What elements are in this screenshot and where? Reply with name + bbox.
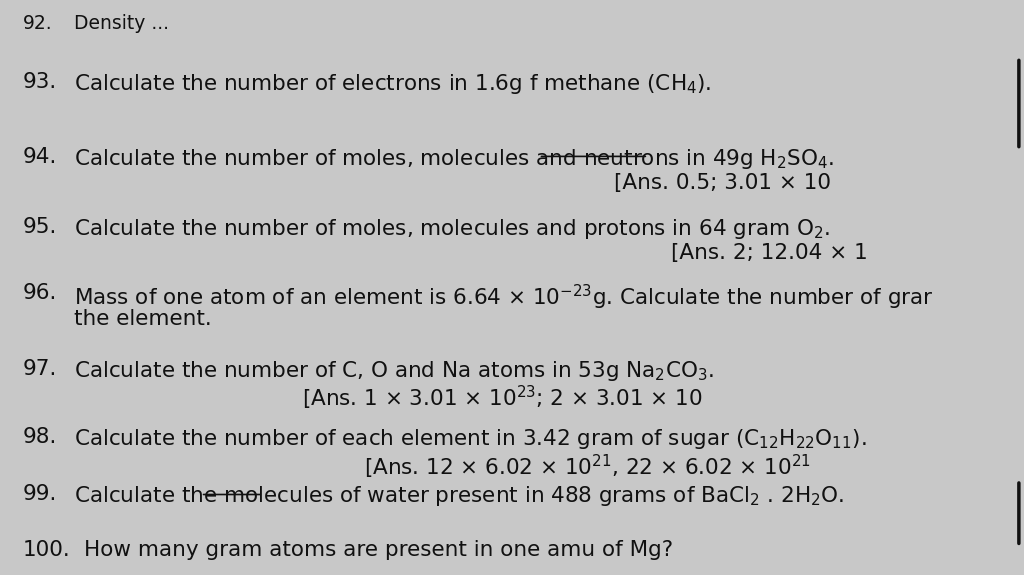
Text: Mass of one atom of an element is 6.64 × 10$^{-23}$g. Calculate the number of gr: Mass of one atom of an element is 6.64 ×… — [74, 283, 933, 312]
Text: 99.: 99. — [23, 484, 57, 504]
Text: 97.: 97. — [23, 359, 57, 380]
Text: 95.: 95. — [23, 217, 57, 237]
Text: [Ans. 2; 12.04 × 1: [Ans. 2; 12.04 × 1 — [671, 243, 867, 263]
Text: the element.: the element. — [74, 309, 212, 329]
Text: Calculate the number of moles, molecules and protons in 64 gram O$_2$.: Calculate the number of moles, molecules… — [74, 217, 829, 241]
Text: 100.: 100. — [23, 540, 71, 561]
Text: Calculate the number of C, O and Na atoms in 53g Na$_2$CO$_3$.: Calculate the number of C, O and Na atom… — [74, 359, 714, 384]
Text: [Ans. 12 × 6.02 × 10$^{21}$, 22 × 6.02 × 10$^{21}$: [Ans. 12 × 6.02 × 10$^{21}$, 22 × 6.02 ×… — [364, 453, 811, 481]
Text: Calculate the number of electrons in 1.6g f methane (CH$_4$).: Calculate the number of electrons in 1.6… — [74, 72, 712, 96]
Text: 98.: 98. — [23, 427, 57, 447]
Text: 93.: 93. — [23, 72, 56, 92]
Text: How many gram atoms are present in one amu of Mg?: How many gram atoms are present in one a… — [84, 540, 673, 561]
Text: Calculate the number of each element in 3.42 gram of sugar (C$_{12}$H$_{22}$O$_{: Calculate the number of each element in … — [74, 427, 866, 451]
Text: Calculate the number of moles, molecules and neutrons in 49g H$_2$SO$_4$.: Calculate the number of moles, molecules… — [74, 147, 834, 171]
Text: [Ans. 1 × 3.01 × 10$^{23}$; 2 × 3.01 × 10: [Ans. 1 × 3.01 × 10$^{23}$; 2 × 3.01 × 1… — [302, 384, 702, 412]
Text: Calculate the molecules of water present in 488 grams of BaCl$_2$ . 2H$_2$O.: Calculate the molecules of water present… — [74, 484, 844, 508]
Text: Density ...: Density ... — [74, 14, 169, 33]
Text: 94.: 94. — [23, 147, 57, 167]
Text: [Ans. 0.5; 3.01 × 10: [Ans. 0.5; 3.01 × 10 — [614, 172, 831, 193]
Text: 96.: 96. — [23, 283, 57, 303]
Text: 92.: 92. — [23, 14, 52, 33]
